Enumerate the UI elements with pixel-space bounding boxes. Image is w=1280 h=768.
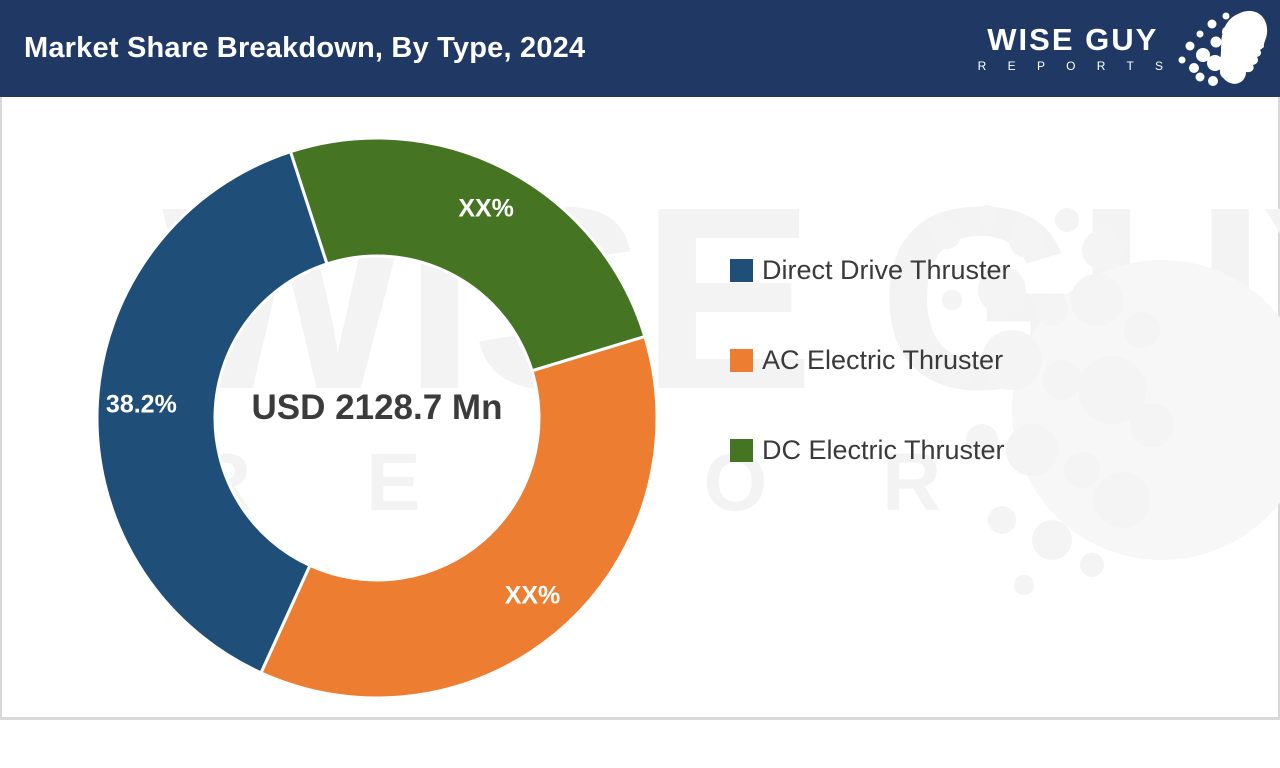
donut-chart: XX% XX% 38.2% <box>95 136 659 700</box>
slice-label: 38.2% <box>106 391 177 419</box>
legend-label: DC Electric Thruster <box>762 434 1005 465</box>
wiseguy-logo-text: WISE GUY R E P O R T S <box>974 24 1172 73</box>
chart-center-value: USD 2128.7 Mn <box>251 388 503 427</box>
legend-swatch <box>730 348 753 372</box>
legend-item: DC Electric Thruster <box>730 434 1011 466</box>
chart-legend: Direct Drive Thruster AC Electric Thruste… <box>730 254 1011 524</box>
slice-label: XX% <box>505 582 561 610</box>
wiseguy-logo: WISE GUY R E P O R T S <box>974 8 1272 90</box>
legend-label: AC Electric Thruster <box>762 344 1004 375</box>
logo-wiseguy-label: WISE GUY <box>987 22 1159 57</box>
legend-item: AC Electric Thruster <box>730 344 1011 376</box>
legend-swatch <box>730 258 753 282</box>
watermark-face-dots <box>933 205 1280 595</box>
page-title: Market Share Breakdown, By Type, 2024 <box>24 32 586 64</box>
slice-label: XX% <box>458 195 514 223</box>
header-bar: Market Share Breakdown, By Type, 2024 WI… <box>0 0 1280 97</box>
logo-reports-label: R E P O R T S <box>977 59 1172 73</box>
legend-label: Direct Drive Thruster <box>762 254 1011 285</box>
face-profile-icon <box>1178 10 1268 86</box>
legend-item: Direct Drive Thruster <box>730 254 1011 286</box>
legend-swatch <box>730 438 753 462</box>
donut-segment <box>95 150 329 675</box>
donut-segment <box>259 335 659 700</box>
report-page: { "header": { "title": "Market Share Bre… <box>0 0 1280 720</box>
donut-segment <box>288 136 647 373</box>
